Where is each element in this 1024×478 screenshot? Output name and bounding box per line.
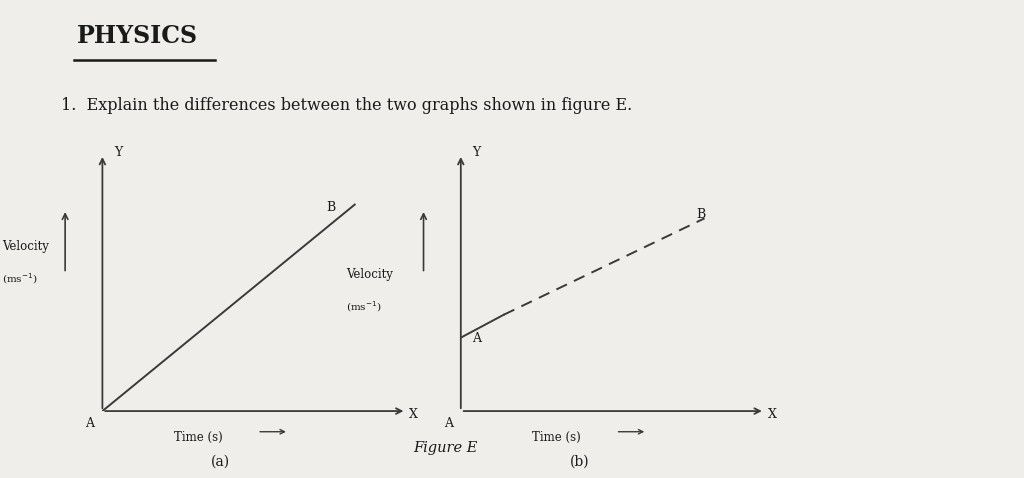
Text: Y: Y (114, 146, 122, 159)
Text: X: X (410, 408, 418, 421)
Text: PHYSICS: PHYSICS (77, 24, 198, 48)
Text: (ms$^{-1}$): (ms$^{-1}$) (2, 272, 38, 286)
Text: Velocity: Velocity (346, 268, 393, 281)
Text: (a): (a) (211, 455, 230, 469)
Text: Y: Y (472, 146, 480, 159)
Text: A: A (472, 332, 481, 345)
Text: 1.  Explain the differences between the two graphs shown in figure E.: 1. Explain the differences between the t… (61, 97, 633, 114)
Text: B: B (696, 208, 706, 221)
Text: Time (s): Time (s) (532, 431, 582, 444)
Text: A: A (85, 417, 94, 430)
Text: B: B (326, 201, 335, 215)
Text: Time (s): Time (s) (174, 431, 223, 444)
Text: (b): (b) (569, 455, 590, 469)
Text: Velocity: Velocity (2, 240, 49, 253)
Text: A: A (443, 417, 453, 430)
Text: Figure E: Figure E (414, 441, 477, 455)
Text: (ms$^{-1}$): (ms$^{-1}$) (346, 299, 382, 314)
Text: X: X (768, 408, 776, 421)
